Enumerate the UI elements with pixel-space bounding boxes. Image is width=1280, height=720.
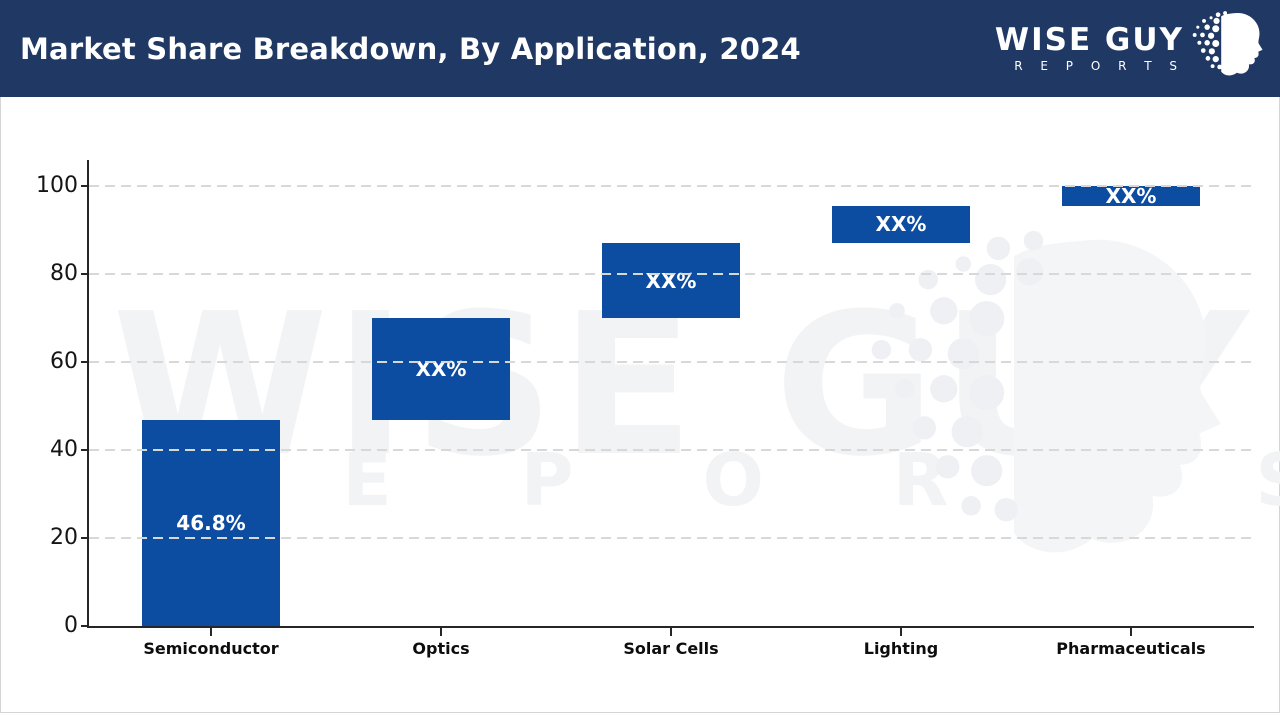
x-axis-spine: [87, 626, 1254, 628]
header: Market Share Breakdown, By Application, …: [0, 0, 1280, 97]
y-tick: [81, 625, 89, 627]
y-tick: [81, 361, 89, 363]
x-axis-label: Optics: [412, 639, 470, 658]
y-axis-label: 0: [64, 613, 78, 638]
wiseguy-logo: WISE GUY R E P O R T S: [995, 7, 1270, 91]
bar-value-label: XX%: [875, 212, 927, 237]
y-axis-label: 60: [50, 349, 78, 374]
logo-wordmark: WISE GUY: [994, 22, 1184, 58]
y-axis-spine: [87, 160, 89, 628]
bar-value-label: 46.8%: [176, 511, 246, 536]
watermark-head-icon: [871, 230, 1221, 553]
gridline: [89, 273, 1254, 275]
bar-solar-cells: XX%: [602, 243, 740, 318]
bar-value-label: XX%: [645, 268, 697, 293]
y-axis-label: 20: [50, 525, 78, 550]
bar-pharmaceuticals: XX%: [1062, 183, 1200, 208]
x-tick: [1130, 627, 1132, 636]
x-axis-label: Lighting: [863, 639, 939, 658]
bar-value-label: XX%: [1105, 183, 1157, 208]
y-axis-label: 100: [36, 173, 78, 198]
x-tick: [670, 627, 672, 636]
y-tick: [81, 185, 89, 187]
x-tick: [900, 627, 902, 636]
y-axis-label: 40: [50, 437, 78, 462]
gridline: [89, 537, 1254, 539]
logo-subtext: R E P O R T S: [1014, 59, 1184, 73]
y-tick: [81, 273, 89, 275]
y-tick: [81, 537, 89, 539]
bar-optics: XX%: [372, 318, 510, 421]
x-axis-label: Solar Cells: [623, 639, 719, 658]
x-tick: [210, 627, 212, 636]
gridline: [89, 185, 1254, 187]
y-axis-label: 80: [50, 261, 78, 286]
bar-semiconductor: 46.8%: [142, 420, 280, 626]
bar-lighting: XX%: [832, 205, 970, 244]
y-tick: [81, 449, 89, 451]
gridline: [89, 449, 1254, 451]
chart-title: Market Share Breakdown, By Application, …: [20, 31, 801, 66]
gridline: [89, 361, 1254, 363]
x-axis-label: Semiconductor: [143, 639, 279, 658]
x-axis-label: Pharmaceuticals: [1056, 639, 1206, 658]
x-tick: [440, 627, 442, 636]
wiseguy-head-icon: [1192, 10, 1263, 75]
